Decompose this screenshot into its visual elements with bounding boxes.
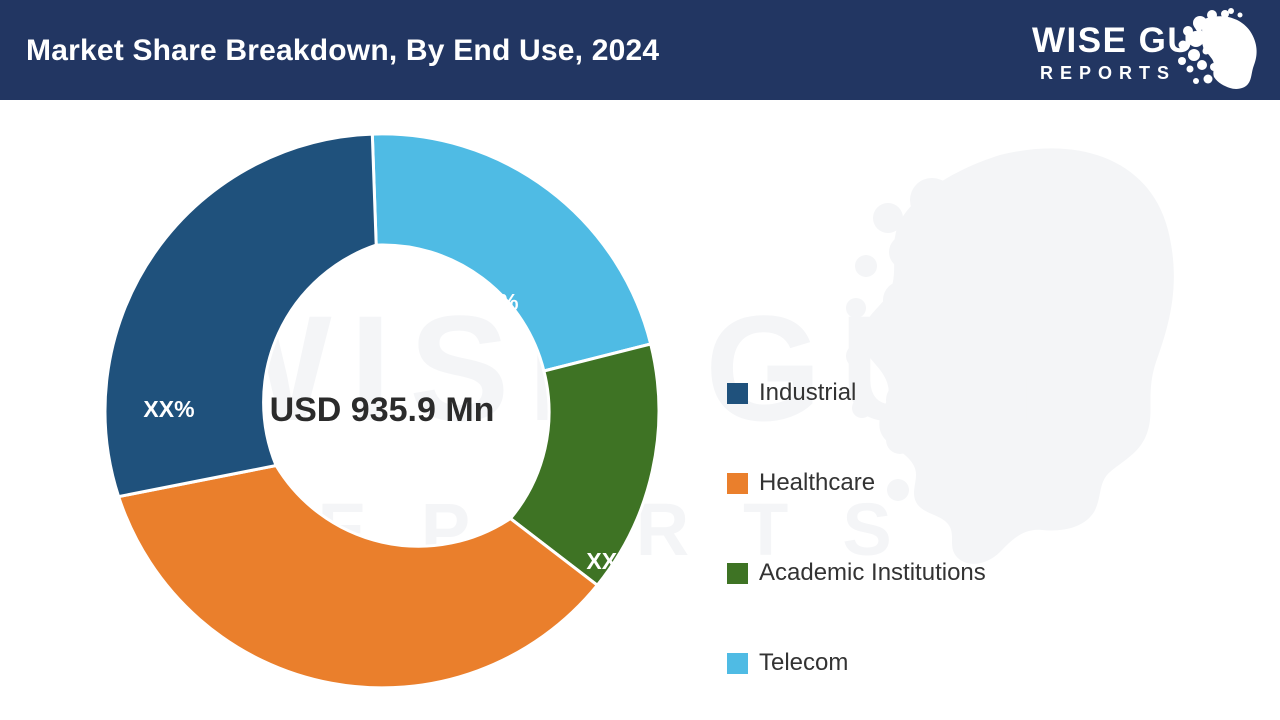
legend-label-healthcare: Healthcare [759, 469, 876, 496]
brand-logo[interactable]: WISE GUY REPORTS [1026, 5, 1272, 95]
legend-item-telecom[interactable]: Telecom [727, 618, 1147, 708]
donut-chart: XX% XX% 34.2% XX% USD 935.9 Mn [103, 132, 661, 690]
legend-swatch-academic-institutions [727, 562, 748, 584]
logo-line2: REPORTS [1040, 63, 1176, 83]
slice-label-academic-institutions: XX% [586, 548, 637, 574]
header-bar: Market Share Breakdown, By End Use, 2024… [0, 0, 1280, 100]
slice-label-telecom: XX% [467, 289, 518, 315]
slice-label-industrial: XX% [143, 396, 194, 422]
legend-swatch-industrial [727, 382, 748, 404]
legend-item-academic-institutions[interactable]: Academic Institutions [727, 528, 1147, 618]
page-title: Market Share Breakdown, By End Use, 2024 [26, 34, 660, 67]
legend-item-industrial[interactable]: Industrial [727, 348, 1147, 438]
legend-swatch-telecom [727, 652, 748, 674]
donut-center-value: USD 935.9 Mn [270, 391, 495, 429]
legend-swatch-healthcare [727, 472, 748, 494]
chart-area: WISE GUY REPORTS XX% XX% 34.2% XX% USD 9… [0, 100, 1280, 720]
legend-item-healthcare[interactable]: Healthcare [727, 438, 1147, 528]
donut-slice-industrial[interactable] [103, 132, 378, 499]
donut-slice-healthcare[interactable] [116, 463, 600, 690]
legend-label-telecom: Telecom [759, 649, 849, 676]
legend-label-academic-institutions: Academic Institutions [759, 559, 986, 586]
head-profile-dots-icon [1178, 8, 1257, 89]
chart-legend: Industrial Healthcare Academic Instituti… [727, 348, 1147, 708]
legend-label-industrial: Industrial [759, 379, 857, 406]
donut-slice-telecom[interactable] [370, 132, 653, 373]
